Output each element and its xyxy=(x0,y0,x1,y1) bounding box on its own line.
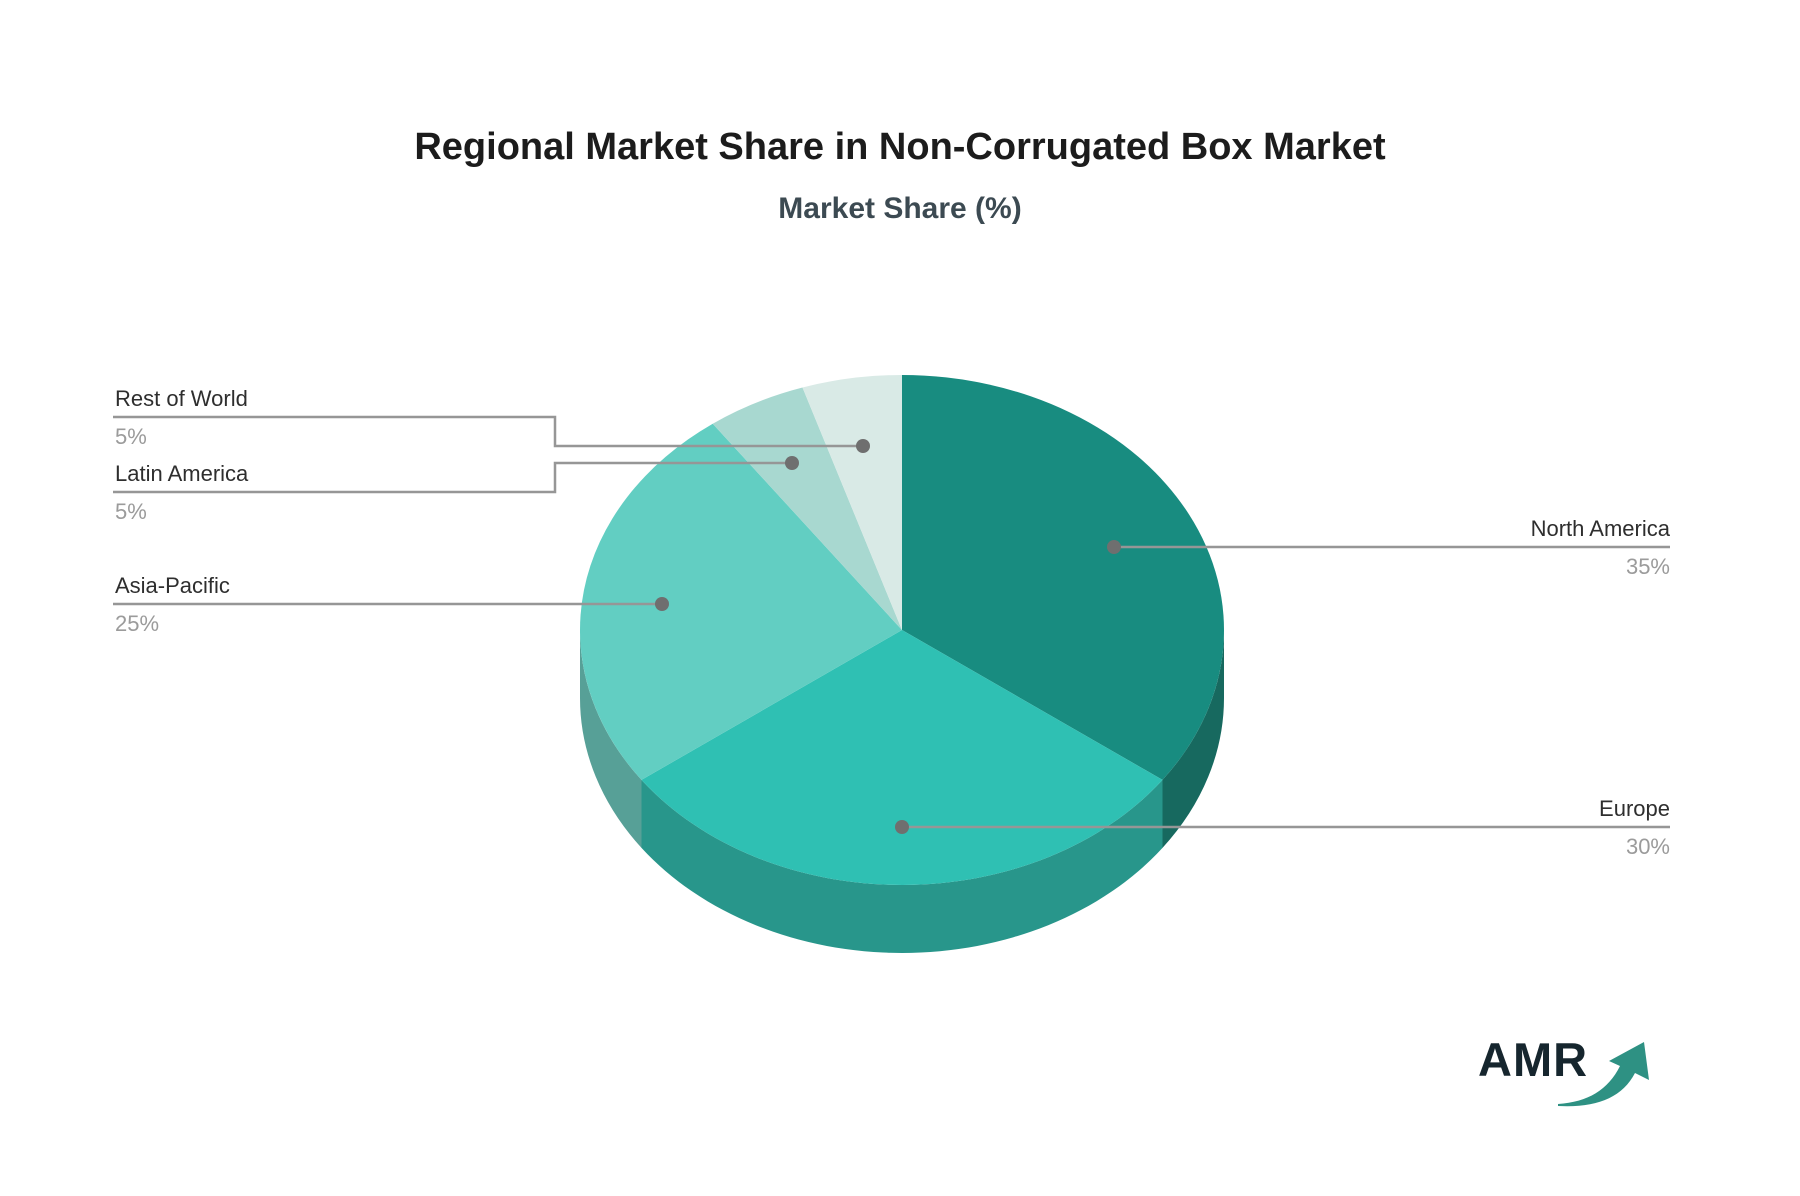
slice-label-rest-of-world: Rest of World xyxy=(115,386,248,411)
slice-label-north-america: North America xyxy=(1530,516,1670,541)
pie-slice-latin-america[interactable] xyxy=(712,387,902,630)
chart-subtitle: Market Share (%) xyxy=(778,192,1022,225)
slice-value-asia-pacific: 25% xyxy=(115,611,160,636)
pie-slice-side-north-america xyxy=(1162,630,1224,848)
pie-slice-europe[interactable] xyxy=(641,630,1163,885)
amr-logo-text: AMR xyxy=(1478,1033,1589,1086)
leader-dot-europe xyxy=(895,820,909,834)
pie-slice-asia-pacific[interactable] xyxy=(580,423,902,780)
leader-dot-asia-pacific xyxy=(655,597,669,611)
slice-value-europe: 30% xyxy=(1625,834,1670,859)
pie-slice-north-america[interactable] xyxy=(902,375,1224,780)
slice-label-latin-america: Latin America xyxy=(115,461,249,486)
leader-line-rest-of-world xyxy=(113,415,863,448)
amr-logo: AMR xyxy=(1478,1032,1678,1122)
growth-arrow-icon xyxy=(1558,1042,1649,1107)
pie-slice-rest-of-world[interactable] xyxy=(802,375,902,630)
slice-label-europe: Europe xyxy=(1599,796,1670,821)
leader-dot-rest-of-world xyxy=(856,439,870,453)
chart-title: Regional Market Share in Non-Corrugated … xyxy=(414,126,1386,168)
pie-slice-side-asia-pacific xyxy=(580,630,642,848)
leader-line-latin-america xyxy=(113,461,792,494)
slice-label-asia-pacific: Asia-Pacific xyxy=(115,573,230,598)
pie-slice-side-europe xyxy=(641,779,1163,953)
leader-dot-latin-america xyxy=(785,456,799,470)
slice-value-north-america: 35% xyxy=(1625,554,1670,579)
leader-dot-north-america xyxy=(1107,540,1121,554)
slice-value-rest-of-world: 5% xyxy=(115,424,147,449)
slice-value-latin-america: 5% xyxy=(115,499,147,524)
